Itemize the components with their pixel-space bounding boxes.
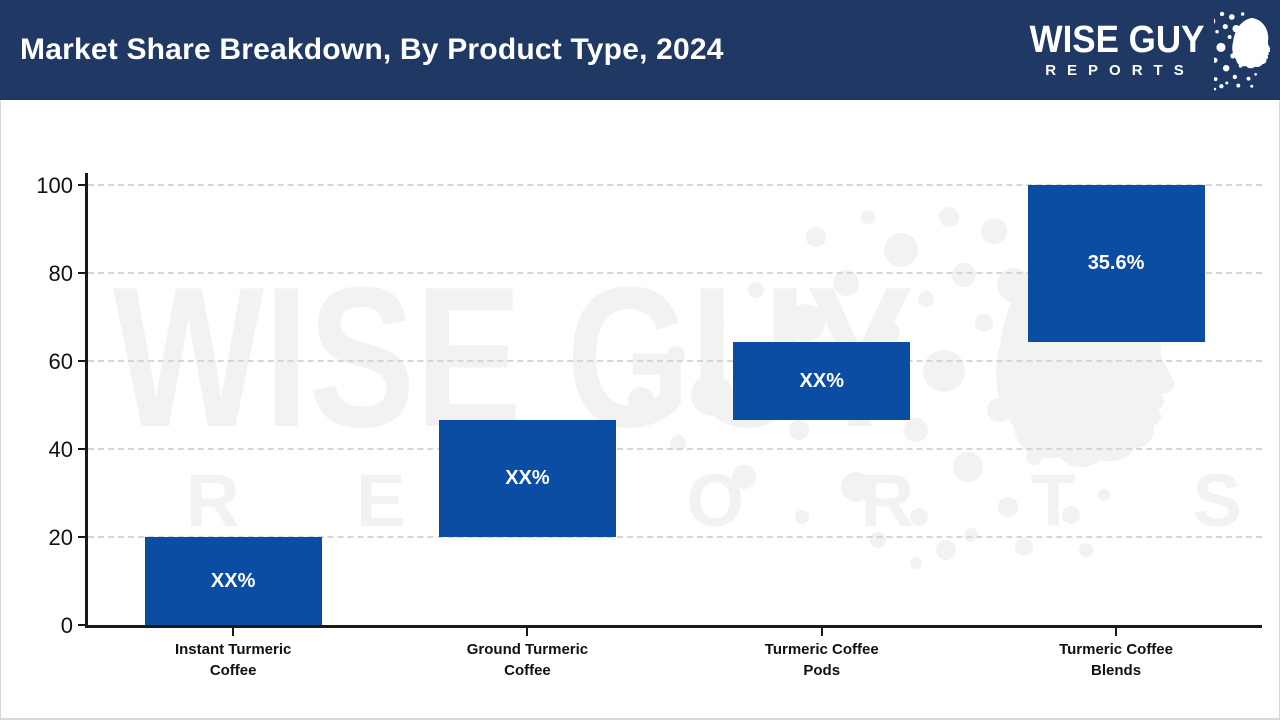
x-category-label-3: Turmeric Coffee Pods	[764, 641, 879, 679]
y-tick-0	[78, 624, 86, 626]
chart-canvas: WISE GUY R E P O R T S 0 20 40 60 80 100 XX% In…	[0, 100, 1280, 720]
y-tick-label-100: 100	[36, 173, 73, 198]
brand-head-icon	[1214, 11, 1270, 91]
y-tick-100	[78, 184, 86, 186]
y-tick-20	[78, 536, 86, 538]
header-bar: Market Share Breakdown, By Product Type,…	[0, 0, 1280, 100]
bar-1: XX%	[144, 537, 322, 625]
brand-name: WISE GUY	[1029, 19, 1205, 61]
x-axis-line	[85, 625, 1262, 628]
y-tick-40	[78, 448, 86, 450]
y-tick-label-80: 80	[48, 261, 73, 286]
x-tick-4	[1115, 628, 1118, 636]
brand-subtitle: REPORTS	[1045, 62, 1195, 79]
y-tick-label-0: 0	[60, 613, 73, 638]
bar-4: 35.6%	[1027, 185, 1205, 342]
y-tick-label-20: 20	[48, 525, 73, 550]
gridline-40	[88, 448, 1262, 450]
y-tick-60	[78, 360, 86, 362]
y-tick-80	[78, 272, 86, 274]
gridline-60	[88, 360, 1262, 362]
brand-logo: WISE GUY REPORTS	[1022, 8, 1270, 92]
bar-value-label-1: XX%	[210, 569, 256, 592]
bar-value-label-2: XX%	[505, 467, 550, 490]
x-tick-2	[526, 628, 529, 636]
bar-3: XX%	[733, 341, 911, 421]
watermark-subtitle: R E P O R T S	[186, 459, 1280, 542]
bar-2: XX%	[438, 420, 616, 537]
brand-logo-text: WISE GUY REPORTS	[1022, 21, 1212, 79]
y-axis-line	[85, 173, 88, 628]
x-category-label-4: Turmeric Coffee Blends	[1059, 641, 1173, 679]
x-category-label-2: Ground Turmeric Coffee	[466, 641, 589, 679]
gridline-100	[88, 184, 1262, 186]
gridline-80	[88, 272, 1262, 274]
y-tick-label-60: 60	[48, 349, 73, 374]
x-tick-1	[232, 628, 235, 636]
x-tick-3	[820, 628, 823, 636]
y-tick-label-40: 40	[48, 437, 73, 462]
chart-title: Market Share Breakdown, By Product Type,…	[20, 33, 724, 66]
gridline-20	[88, 536, 1262, 538]
bar-value-label-3: XX%	[799, 369, 844, 392]
x-category-label-1: Instant Turmeric Coffee	[174, 641, 292, 679]
bar-value-label-4: 35.6%	[1087, 251, 1145, 274]
